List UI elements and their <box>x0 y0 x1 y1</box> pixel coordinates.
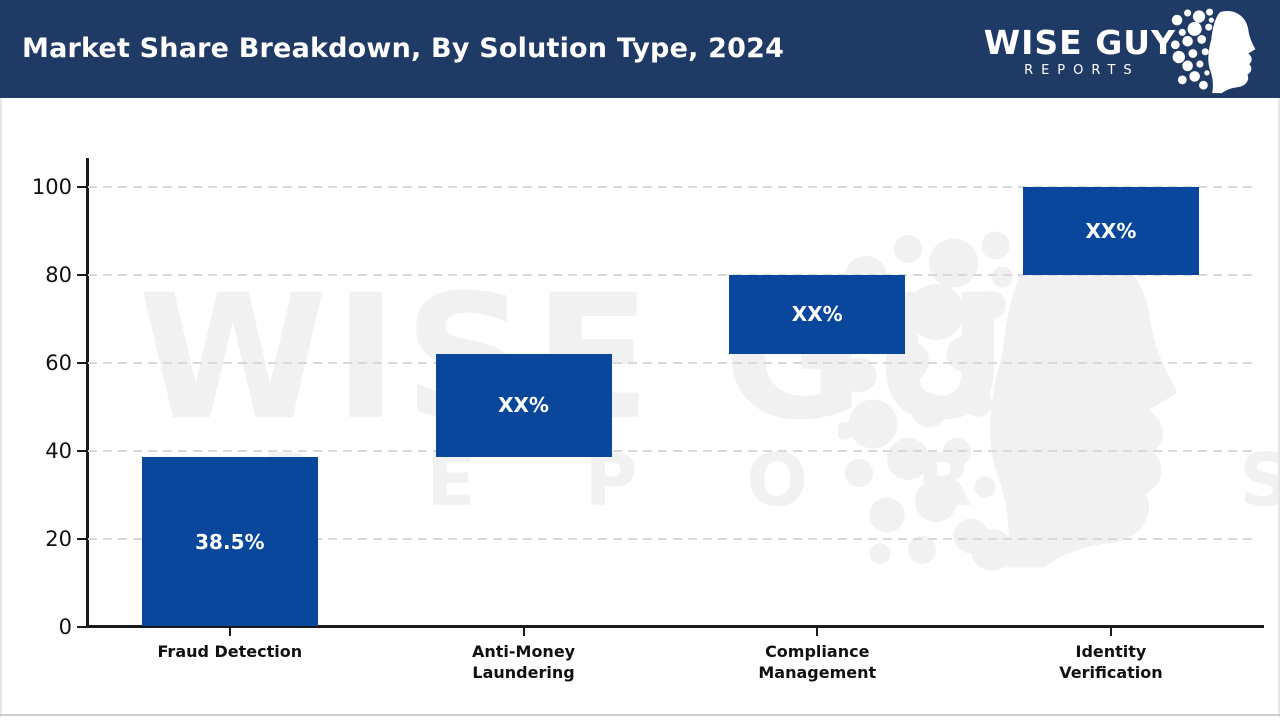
bar: 38.5% <box>141 457 318 627</box>
y-axis-tick-label: 100 <box>31 174 72 199</box>
x-axis-category-label: Identity Verification <box>1059 642 1163 682</box>
x-axis-category-label: Fraud Detection <box>157 642 303 661</box>
bottom-divider-line <box>0 714 1280 716</box>
bar-value-label: XX% <box>498 393 549 418</box>
y-axis-line <box>86 158 89 628</box>
gridline <box>88 361 1258 364</box>
y-axis-tick <box>77 537 86 540</box>
left-border-line <box>0 98 2 717</box>
right-border-line <box>1278 98 1280 717</box>
x-axis-category-label: Anti-Money Laundering <box>471 642 576 682</box>
x-axis-tick <box>522 628 525 636</box>
y-axis-tick <box>77 185 86 188</box>
y-axis-tick-label: 0 <box>58 614 72 639</box>
bar: XX% <box>435 353 612 458</box>
bar-value-label: XX% <box>791 302 843 327</box>
y-axis-tick-label: 60 <box>45 350 72 375</box>
bar-value-label: XX% <box>1085 218 1137 243</box>
bar: XX% <box>729 274 906 354</box>
y-axis-tick-label: 80 <box>45 262 72 287</box>
brand-logo: WISE GUY REPORTS <box>984 6 1266 94</box>
y-axis-tick <box>77 625 86 628</box>
brand-face-dots-icon <box>1170 8 1256 94</box>
chart-title: Market Share Breakdown, By Solution Type… <box>22 33 785 64</box>
y-axis-tick <box>77 449 86 452</box>
y-axis-tick-label: 20 <box>45 526 72 551</box>
gridline <box>88 537 1258 540</box>
x-axis-tick <box>1109 628 1112 636</box>
gridline <box>88 449 1258 452</box>
x-axis-tick <box>816 628 819 636</box>
gridline <box>88 273 1258 276</box>
header-bar: Market Share Breakdown, By Solution Type… <box>0 0 1280 98</box>
bar-value-label: 38.5% <box>195 529 265 554</box>
x-axis-tick <box>228 628 231 636</box>
y-axis-tick-label: 40 <box>45 438 72 463</box>
x-axis-line <box>86 625 1264 628</box>
y-axis-tick <box>77 361 86 364</box>
brand-logo-text: WISE GUY REPORTS <box>984 23 1176 78</box>
bar: XX% <box>1022 186 1199 275</box>
gridline <box>88 185 1258 188</box>
brand-logo-reports: REPORTS <box>1024 62 1140 78</box>
x-axis-category-label: Compliance Management <box>758 642 877 682</box>
y-axis-tick <box>77 273 86 276</box>
brand-logo-wiseguy: WISE GUY <box>983 22 1176 62</box>
